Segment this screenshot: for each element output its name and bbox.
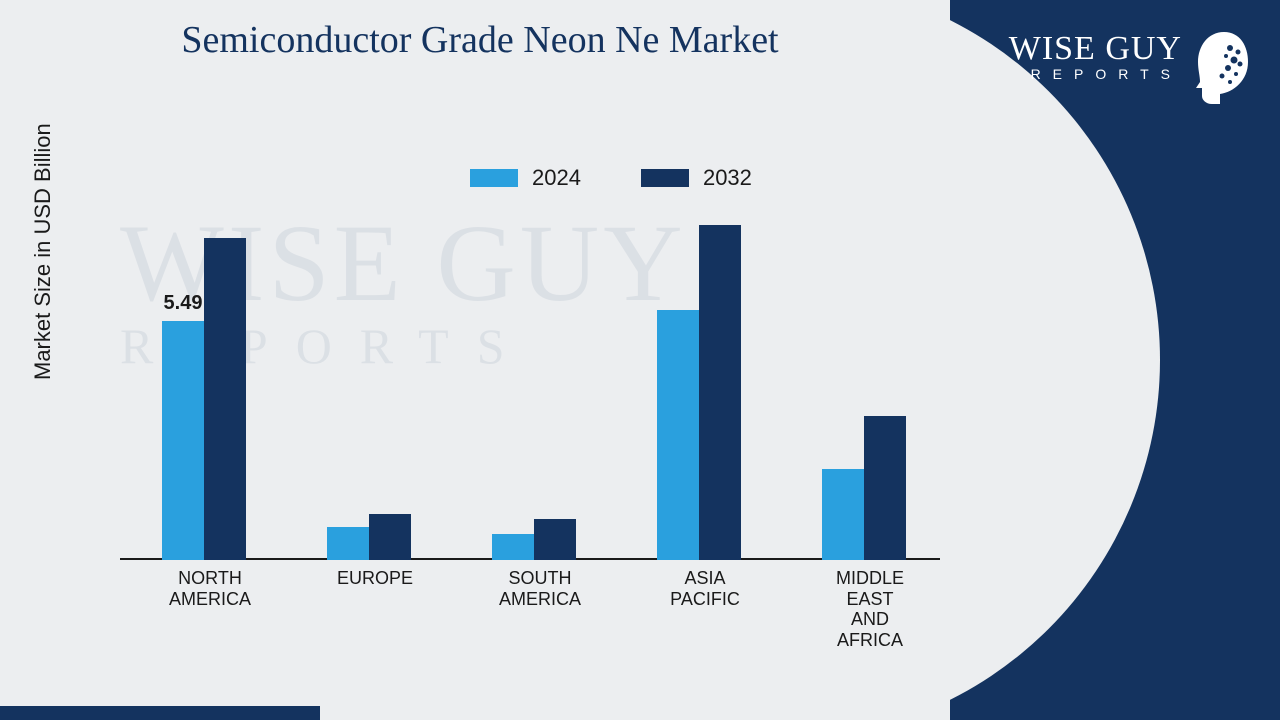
legend: 2024 2032 xyxy=(470,165,752,191)
bottom-accent-bar xyxy=(0,706,320,720)
bar xyxy=(534,519,576,560)
category-label: SOUTHAMERICA xyxy=(470,568,610,609)
category-label: MIDDLEEASTANDAFRICA xyxy=(800,568,940,651)
chart-title: Semiconductor Grade Neon Ne Market xyxy=(0,18,960,62)
bar xyxy=(369,514,411,560)
plot-area: 5.49NORTHAMERICAEUROPESOUTHAMERICAASIAPA… xyxy=(120,190,940,560)
legend-item-2024: 2024 xyxy=(470,165,581,191)
legend-item-2032: 2032 xyxy=(641,165,752,191)
category-label: NORTHAMERICA xyxy=(140,568,280,609)
bar xyxy=(822,469,864,560)
legend-label-2024: 2024 xyxy=(532,165,581,191)
legend-label-2032: 2032 xyxy=(703,165,752,191)
bar xyxy=(699,225,741,560)
logo-line2: REPORTS xyxy=(1009,66,1182,82)
legend-swatch-2024 xyxy=(470,169,518,187)
bar xyxy=(162,321,204,560)
chart-stage: Semiconductor Grade Neon Ne Market WISE … xyxy=(0,0,1280,720)
bar xyxy=(657,310,699,560)
right-panel xyxy=(950,0,1280,720)
legend-swatch-2032 xyxy=(641,169,689,187)
bar xyxy=(204,238,246,560)
bar xyxy=(864,416,906,560)
category-label: EUROPE xyxy=(305,568,445,589)
y-axis-label: Market Size in USD Billion xyxy=(30,123,56,380)
category-label: ASIAPACIFIC xyxy=(635,568,775,609)
bar xyxy=(492,534,534,560)
logo-line1: WISE GUY xyxy=(1009,30,1182,68)
logo-head-icon xyxy=(1190,30,1258,108)
bar xyxy=(327,527,369,560)
